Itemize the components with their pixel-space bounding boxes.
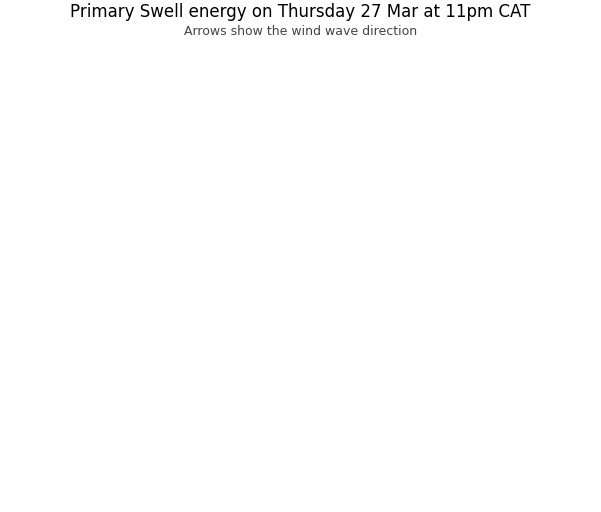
Text: Arrows show the wind wave direction: Arrows show the wind wave direction (184, 25, 417, 38)
Text: cartopy not found: cartopy not found (201, 268, 400, 288)
Text: Primary Swell energy on Thursday 27 Mar at 11pm CAT: Primary Swell energy on Thursday 27 Mar … (70, 3, 531, 21)
